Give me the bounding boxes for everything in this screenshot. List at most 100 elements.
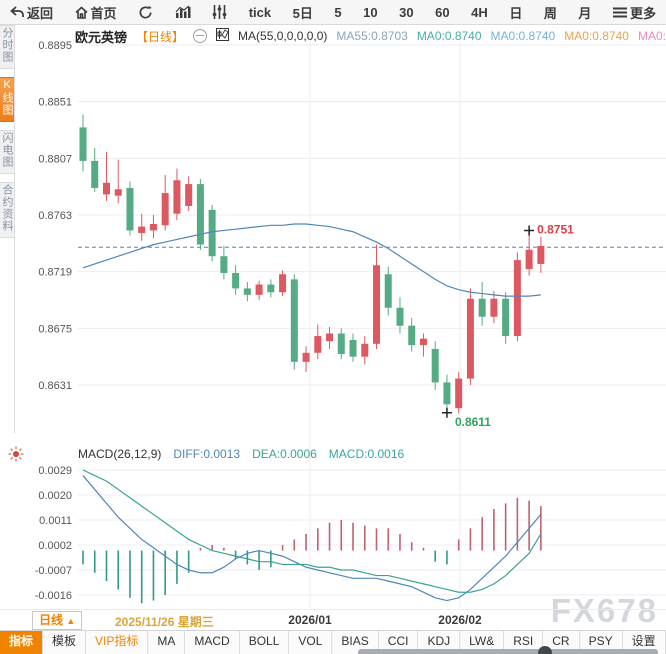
candle-body	[419, 338, 427, 346]
period-button-tick[interactable]: tick	[248, 4, 272, 20]
period-button-4H[interactable]: 4H	[471, 4, 488, 20]
chart-type-button[interactable]	[175, 5, 191, 19]
candle-body	[185, 184, 193, 206]
candle-body	[161, 193, 169, 226]
sidebar-tab-K线图[interactable]: K线图	[0, 77, 14, 122]
period-button-周[interactable]: 周	[543, 5, 557, 21]
indicator-tab-VIP指标[interactable]: VIP指标	[86, 631, 149, 654]
indicator-tab-模板[interactable]: 模板	[43, 631, 87, 654]
candle-body	[302, 352, 310, 362]
period-selector[interactable]: 日线 ▲	[32, 611, 83, 630]
candle-body	[255, 284, 263, 295]
candle-body	[173, 180, 181, 214]
indicator-tabbar: 指标 模板 VIP指标 MA MACD BOLL VOL BIAS CCI KDJ LW& RSI CR…	[0, 630, 666, 654]
candle-body	[196, 184, 204, 245]
ma-formula: MA(55,0,0,0,0,0)	[238, 29, 328, 43]
period-button-10[interactable]: 10	[363, 4, 378, 20]
first-visible-date: 2025/11/26 星期三	[115, 615, 214, 629]
price-axis-label: 0.8895	[38, 40, 72, 52]
candle-body	[314, 336, 322, 353]
home-icon	[75, 5, 88, 19]
sidebar-tab-合约资料[interactable]: 合约资料	[0, 182, 14, 238]
refresh-button[interactable]	[138, 5, 153, 20]
indicator-settings-icon[interactable]	[8, 446, 24, 467]
macd-hist-value: MACD:0.0016	[328, 447, 405, 461]
macd-axis-label: 0.0029	[38, 465, 72, 477]
macd-axis-label: -0.0007	[35, 565, 72, 577]
candle-body	[502, 298, 510, 337]
indicator-tab-KDJ[interactable]: KDJ	[418, 631, 461, 654]
indicator-settings-button[interactable]	[212, 5, 227, 19]
candle-body	[455, 378, 463, 409]
candle-body	[126, 187, 134, 231]
period-button-日[interactable]: 日	[509, 5, 523, 21]
indicator-tab-设置[interactable]: 设置	[622, 631, 666, 654]
candle-body	[349, 339, 357, 357]
indicator-tab-PSY[interactable]: PSY	[579, 631, 623, 654]
candle-body	[220, 256, 228, 273]
chart-legend-row: 欧元英镑 【日线】 MA(55,0,0,0,0,0) MA55:0.8703 MA…	[75, 27, 666, 45]
ma55-line	[82, 223, 541, 297]
period-button-60[interactable]: 60	[435, 4, 450, 20]
month-label: 2026/01	[288, 613, 332, 627]
macd-dea-value: DEA:0.0006	[252, 447, 317, 461]
x-axis-row: 日线 ▲ 2025/11/26 星期三 2026/01 2026/02	[0, 609, 666, 632]
low-price-label: 0.8611	[455, 415, 491, 429]
period-tag: 【日线】	[136, 29, 185, 44]
price-axis-label: 0.8807	[38, 153, 72, 165]
candle-mini-icon[interactable]	[216, 28, 230, 44]
indicator-tab-指标[interactable]: 指标	[0, 631, 44, 654]
macd-axis-label: -0.0016	[35, 590, 72, 602]
caret-up-icon: ▲	[66, 616, 76, 626]
indicator-tab-CR[interactable]: CR	[543, 631, 580, 654]
candle-body	[149, 224, 157, 231]
month-label: 2026/02	[438, 613, 482, 627]
indicator-tab-MACD[interactable]: MACD	[185, 631, 240, 654]
candle-body	[79, 127, 87, 161]
candle-body	[138, 226, 146, 234]
macd-legend-row: MACD(26,12,9) DIFF:0.0013 DEA:0.0006 MAC…	[78, 447, 404, 461]
candle-body	[208, 209, 216, 257]
candle-body	[361, 343, 369, 357]
candle-body	[91, 160, 99, 188]
candle-body	[326, 333, 334, 342]
indicator-tab-BIAS[interactable]: BIAS	[332, 631, 379, 654]
ma-value: MA0:0.8740	[564, 29, 629, 43]
candle-body	[102, 182, 110, 195]
bar-chart-icon	[175, 5, 191, 19]
period-button-5日[interactable]: 5日	[292, 5, 313, 21]
period-button-5[interactable]: 5	[334, 4, 342, 20]
candle-body	[337, 333, 345, 355]
price-axis-label: 0.8851	[38, 97, 72, 109]
indicator-tab-BOLL[interactable]: BOLL	[239, 631, 290, 654]
indicator-tab-LW&[interactable]: LW&	[460, 631, 505, 654]
ma-value: MA0:0.8740	[490, 29, 556, 43]
back-button[interactable]: 返回	[10, 3, 53, 22]
hamburger-icon	[612, 7, 627, 18]
home-button[interactable]: 首页	[75, 3, 117, 22]
indicator-tab-MA[interactable]: MA	[148, 631, 186, 654]
candle-body	[267, 284, 275, 293]
back-icon	[10, 6, 24, 18]
more-button[interactable]: 更多	[612, 3, 656, 22]
indicator-tab-CCI[interactable]: CCI	[378, 631, 419, 654]
candle-body	[232, 272, 240, 289]
macd-formula: MACD(26,12,9)	[78, 447, 162, 461]
price-axis-label: 0.8719	[38, 267, 72, 279]
zoom-out-icon[interactable]	[193, 29, 208, 43]
macd-dea-line	[82, 469, 542, 593]
top-toolbar: 返回 首页 tick 5日 5 10 30 60 4H 日 周 月	[0, 0, 666, 25]
candle-body	[408, 325, 416, 346]
sidebar-tab-分时图[interactable]: 分时图	[0, 25, 14, 69]
sidebar-tab-闪电图[interactable]: 闪电图	[0, 130, 14, 174]
period-button-月[interactable]: 月	[578, 5, 592, 21]
sliders-icon	[212, 5, 227, 19]
macd-axis-label: 0.0020	[38, 490, 72, 502]
candle-body	[466, 298, 474, 379]
period-button-30[interactable]: 30	[399, 4, 414, 20]
indicator-tab-VOL[interactable]: VOL	[289, 631, 333, 654]
indicator-tab-RSI[interactable]: RSI	[504, 631, 544, 654]
price-axis-label: 0.8763	[38, 210, 72, 222]
refresh-icon	[138, 5, 153, 20]
